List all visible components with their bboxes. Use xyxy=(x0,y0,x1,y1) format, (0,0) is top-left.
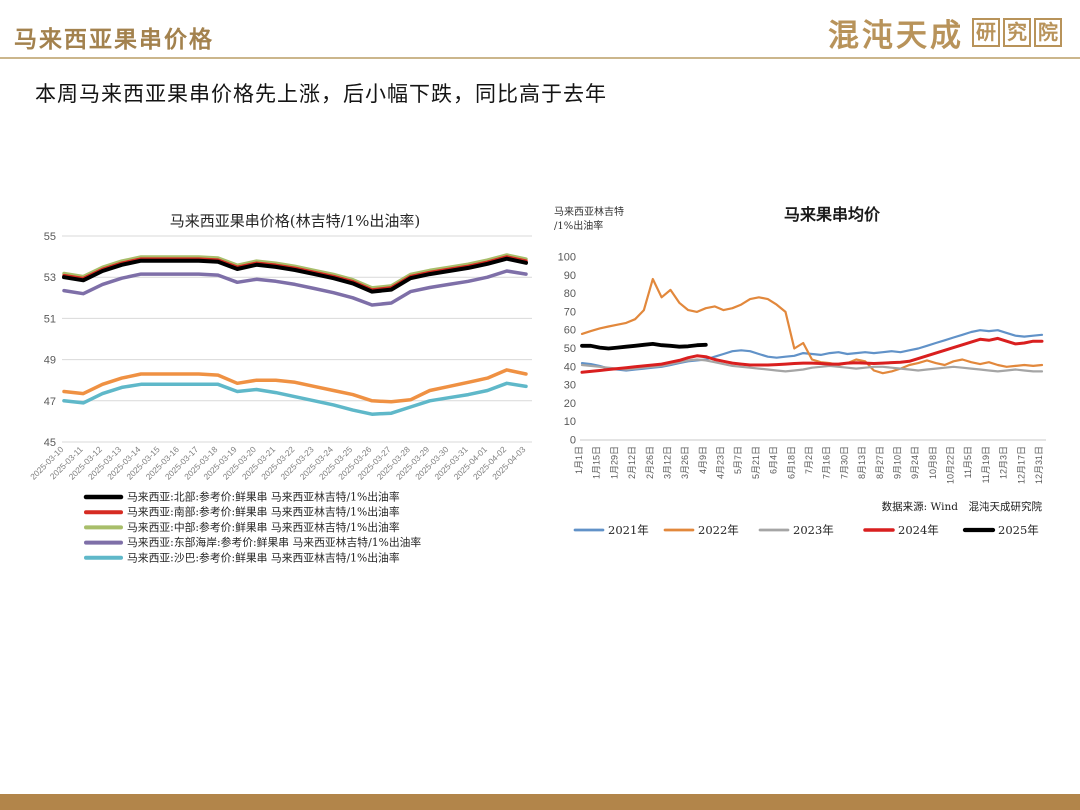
logo-suffix-boxes: 研究院 xyxy=(969,18,1062,47)
y-tick-label: 100 xyxy=(558,252,576,264)
y-tick-label: 10 xyxy=(564,416,576,428)
y-tick-label: 50 xyxy=(564,343,576,355)
legend-label: 马来西亚:南部:参考价:鲜果串 马来西亚林吉特/1%出油率 xyxy=(127,505,400,519)
regional-price-line-chart: 马来西亚果串价格(林吉特/1%出油率)5553514947452025-03-1… xyxy=(28,212,532,564)
footer-bar xyxy=(0,794,1080,810)
page-title: 马来西亚果串价格 xyxy=(14,26,214,53)
x-tick-label: 8月27日 xyxy=(875,446,885,479)
y-tick-label: 49 xyxy=(44,355,56,367)
x-tick-label: 12月31日 xyxy=(1034,446,1044,484)
logo-brand-text: 混沌天成 xyxy=(828,18,964,54)
x-tick-label: 7月30日 xyxy=(839,446,849,479)
legend-label: 马来西亚:北部:参考价:鲜果串 马来西亚林吉特/1%出油率 xyxy=(127,490,400,504)
y-tick-label: 45 xyxy=(44,437,56,449)
y-tick-label: 51 xyxy=(44,313,56,325)
x-tick-label: 11月19日 xyxy=(981,446,991,483)
series-line xyxy=(580,341,708,351)
x-tick-label: 4月23日 xyxy=(716,446,726,479)
x-tick-label: 11月5日 xyxy=(963,446,973,478)
legend-label: 2021年 xyxy=(608,523,649,537)
y-tick-label: 90 xyxy=(564,270,576,282)
yearly-average-line-chart: 马来果串均价马来西亚林吉特/1%出油率100908070605040302010… xyxy=(554,205,1046,537)
y-tick-label: 55 xyxy=(44,231,56,243)
x-tick-label: 5月7日 xyxy=(733,446,743,474)
y-tick-label: 30 xyxy=(564,380,576,392)
chart-title: 马来西亚果串价格(林吉特/1%出油率) xyxy=(170,212,421,230)
x-tick-label: 5月21日 xyxy=(751,446,761,479)
y-tick-label: 70 xyxy=(564,306,576,318)
legend-label: 马来西亚:中部:参考价:鲜果串 马来西亚林吉特/1%出油率 xyxy=(127,520,400,534)
x-tick-label: 1月15日 xyxy=(592,446,602,479)
x-tick-label: 6月18日 xyxy=(786,446,796,479)
legend-label: 2025年 xyxy=(998,523,1039,537)
x-tick-label: 4月9日 xyxy=(698,446,708,474)
x-tick-label: 3月12日 xyxy=(662,446,672,479)
series-line xyxy=(580,336,1044,374)
series-line xyxy=(62,253,528,290)
y-axis-unit-label: 马来西亚林吉特 xyxy=(554,205,624,218)
logo-suffix-char: 究 xyxy=(1003,18,1031,47)
x-tick-label: 1月29日 xyxy=(609,446,619,479)
y-axis-unit-label: /1%出油率 xyxy=(554,219,603,232)
y-tick-label: 60 xyxy=(564,325,576,337)
x-tick-label: 2月26日 xyxy=(645,446,655,479)
x-tick-label: 9月10日 xyxy=(892,446,902,479)
y-tick-label: 0 xyxy=(570,435,576,447)
y-tick-label: 80 xyxy=(564,288,576,300)
x-tick-label: 12月3日 xyxy=(999,446,1009,479)
x-tick-label: 7月2日 xyxy=(804,446,814,474)
x-tick-label: 8月13日 xyxy=(857,446,867,479)
company-logo: 混沌天成 研究院 xyxy=(828,10,1062,55)
x-tick-label: 7月16日 xyxy=(822,446,832,479)
y-tick-label: 40 xyxy=(564,361,576,373)
logo-suffix-char: 院 xyxy=(1034,18,1062,47)
logo-suffix-char: 研 xyxy=(972,18,1000,47)
chart-title: 马来果串均价 xyxy=(784,205,881,224)
series-line xyxy=(62,269,528,307)
legend-label: 2023年 xyxy=(793,523,834,537)
legend-label: 2022年 xyxy=(698,523,739,537)
x-tick-label: 6月4日 xyxy=(769,446,779,474)
x-tick-label: 3月26日 xyxy=(680,446,690,479)
x-tick-label: 1月1日 xyxy=(574,446,584,474)
x-tick-label: 12月17日 xyxy=(1016,446,1026,484)
series-line xyxy=(62,381,528,416)
x-tick-label: 2月12日 xyxy=(627,446,637,479)
header-divider xyxy=(0,57,1080,59)
source-note: 数据来源: Wind 混沌天成研究院 xyxy=(882,500,1043,513)
y-tick-label: 47 xyxy=(44,396,56,408)
x-tick-label: 10月22日 xyxy=(946,446,956,484)
series-line xyxy=(62,368,528,404)
x-tick-label: 10月8日 xyxy=(928,446,938,479)
y-tick-label: 20 xyxy=(564,398,576,410)
series-line xyxy=(580,277,1044,375)
legend-label: 马来西亚:沙巴:参考价:鲜果串 马来西亚林吉特/1%出油率 xyxy=(127,550,400,564)
legend-label: 2024年 xyxy=(898,523,939,537)
report-summary: 本周马来西亚果串价格先上涨，后小幅下跌，同比高于去年 xyxy=(35,82,607,106)
legend-label: 马来西亚:东部海岸:参考价:鲜果串 马来西亚林吉特/1%出油率 xyxy=(127,535,421,549)
y-tick-label: 53 xyxy=(44,272,56,284)
series-line xyxy=(580,358,1044,373)
x-tick-label: 9月24日 xyxy=(910,446,920,479)
series-line xyxy=(62,256,528,294)
